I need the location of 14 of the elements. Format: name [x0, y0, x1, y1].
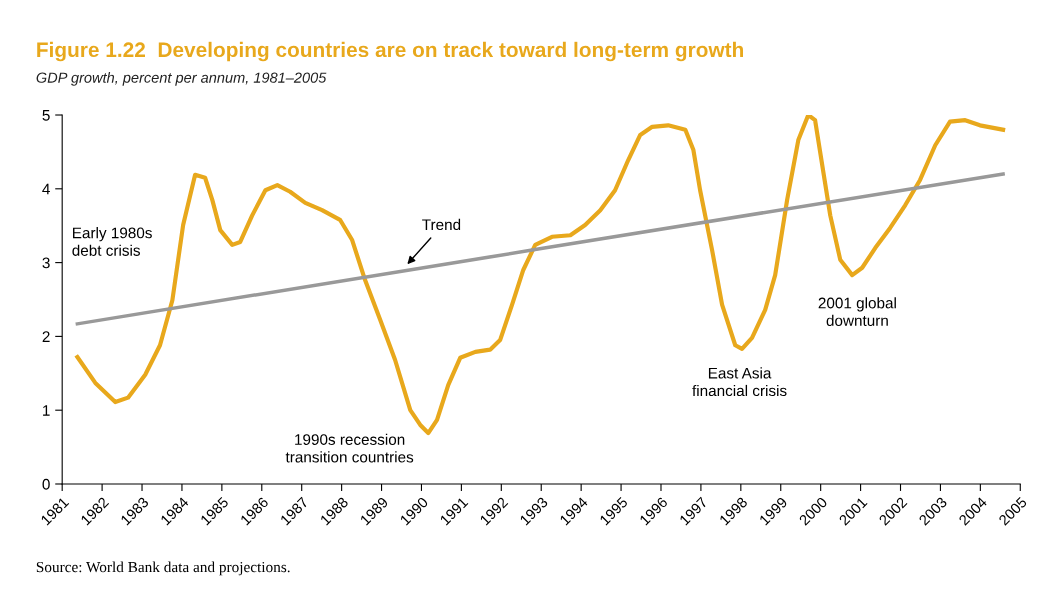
chart-title: Figure 1.22 Developing countries are on track toward long-term growth [37, 41, 743, 62]
source-note: Source: World Bank data and projections. [36, 561, 290, 576]
y-tick-label: 3 [42, 257, 50, 269]
y-tick-label: 4 [42, 183, 50, 195]
y-tick-label: 5 [42, 110, 50, 121]
annotation: East Asia financial crisis [692, 367, 787, 397]
chart-subtitle: GDP growth, percent per annum, 1981–2005 [36, 72, 327, 86]
annotation: Trend [422, 218, 461, 231]
annotation: Early 1980s debt crisis [72, 227, 152, 256]
y-tick-label: 0 [42, 478, 50, 490]
y-tick-label: 2 [42, 331, 50, 342]
y-tick-label: 1 [43, 405, 50, 416]
annotation: 2001 global downturn [818, 297, 896, 326]
annotation: 1990s recession transition countries [285, 433, 414, 463]
